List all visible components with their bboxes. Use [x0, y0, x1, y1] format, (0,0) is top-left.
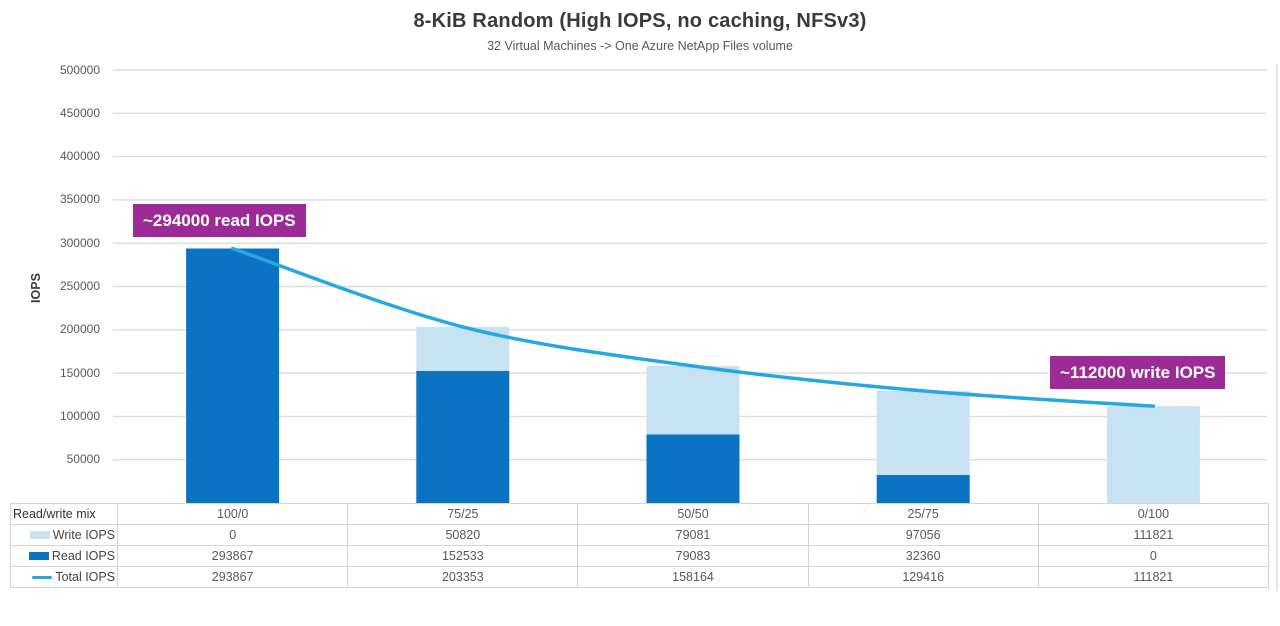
y-axis-tick-label: 500000 [59, 62, 100, 77]
chart-title: 8-KiB Random (High IOPS, no caching, NFS… [413, 10, 867, 32]
annotation-write-iops: ~112000 write IOPS [1050, 356, 1226, 389]
table-value: 158164 [577, 566, 809, 588]
category-label: 100/0 [117, 503, 349, 525]
category-label: 0/100 [1037, 503, 1270, 525]
y-axis-tick-label: 50000 [66, 452, 100, 467]
y-axis-tick-label: 350000 [59, 192, 100, 207]
table-row: Read IOPS 293867 152533 79083 32360 0 [9, 545, 1270, 567]
y-axis-tick-label: 250000 [59, 279, 100, 293]
table-value: 111821 [1037, 566, 1270, 588]
total-iops-line [230, 246, 1156, 408]
table-value: 152533 [347, 545, 579, 567]
read-iops-bar [876, 474, 970, 503]
data-table-wrapper: Read/write mix 100/0 75/25 50/50 25/75 0/100 W… [9, 503, 1270, 588]
table-value: 293867 [117, 545, 349, 567]
table-row: Write IOPS 0 50820 79081 97056 111821 [9, 524, 1270, 546]
y-axis-tick-label: 450000 [59, 105, 100, 120]
category-label: 25/75 [807, 503, 1039, 525]
write-iops-bar [1106, 406, 1200, 503]
y-axis-tick-label: 200000 [59, 322, 100, 337]
table-row-header-mix: Read/write mix [9, 503, 119, 525]
legend-write-iops: Write IOPS [9, 524, 119, 546]
table-value: 32360 [807, 545, 1039, 567]
legend-square-swatch-icon [29, 530, 50, 539]
table-value: 79081 [577, 524, 809, 546]
y-axis-tick-label: 400000 [59, 149, 100, 164]
category-label: 75/25 [347, 503, 579, 525]
y-axis-tick-label: 300000 [59, 235, 100, 250]
table-value: 0 [1037, 545, 1270, 567]
table-value: 50820 [347, 524, 579, 546]
legend-read-iops: Read IOPS [9, 545, 119, 567]
category-label: 50/50 [577, 503, 809, 525]
read-iops-bar [416, 370, 510, 503]
table-value: 293867 [117, 566, 349, 588]
chart-subtitle: 32 Virtual Machines -> One Azure NetApp … [487, 39, 793, 53]
table-value: 79083 [577, 545, 809, 567]
write-iops-bar [646, 366, 740, 435]
table-value: 129416 [807, 566, 1039, 588]
y-axis-tick-label: 150000 [59, 365, 100, 380]
table-value: 111821 [1037, 524, 1270, 546]
table-row: Read/write mix 100/0 75/25 50/50 25/75 0/100 [9, 503, 1270, 525]
table-row: Total IOPS 293867 203353 158164 129416 111821 [9, 566, 1270, 588]
legend-square-swatch-icon [28, 551, 49, 560]
read-iops-bar [186, 248, 280, 503]
write-iops-bar [876, 390, 970, 475]
table-value: 203353 [347, 566, 579, 588]
read-iops-bar [646, 434, 740, 503]
y-axis-tick-label: 100000 [59, 408, 100, 423]
legend-total-iops: Total IOPS [9, 566, 119, 588]
legend-line-swatch-icon [32, 576, 53, 580]
table-value: 0 [117, 524, 349, 546]
annotation-read-iops: ~294000 read IOPS [133, 204, 306, 237]
data-table: Read/write mix 100/0 75/25 50/50 25/75 0/100 W… [9, 503, 1270, 588]
table-value: 97056 [807, 524, 1039, 546]
